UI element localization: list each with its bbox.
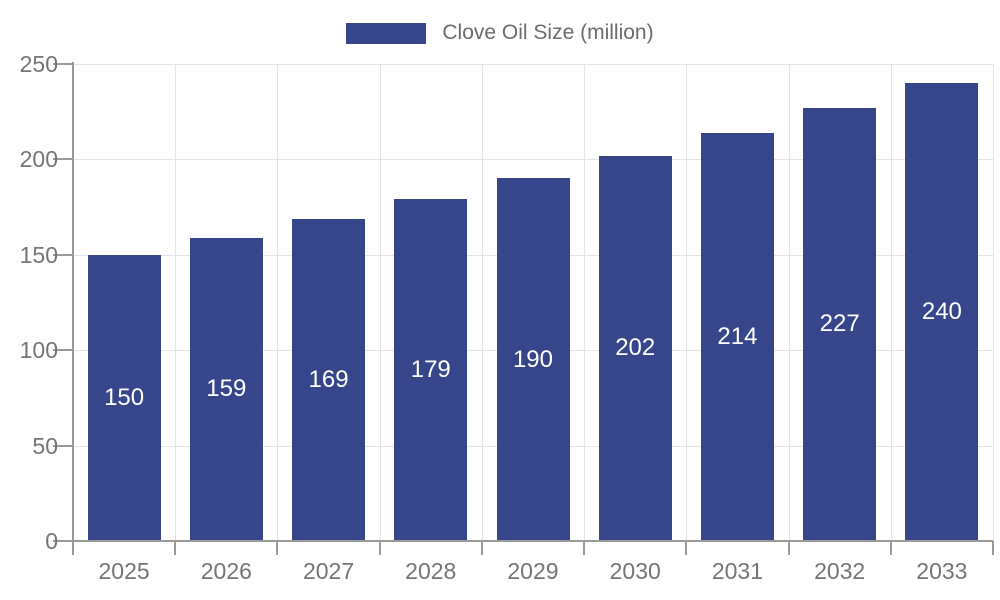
bar-value-label: 159 [206, 375, 247, 403]
y-tick-label: 150 [19, 241, 58, 268]
bar[interactable] [598, 155, 672, 541]
y-tick-label: 200 [19, 146, 58, 173]
v-gridline [584, 64, 586, 541]
legend-swatch [346, 22, 427, 44]
v-gridline [481, 64, 483, 541]
bar-value-label: 202 [615, 334, 656, 362]
x-axis-tick [787, 541, 790, 555]
bar[interactable] [394, 199, 468, 541]
v-gridline [686, 64, 688, 541]
bar-value-label: 214 [717, 322, 758, 350]
x-axis-tick [276, 541, 279, 555]
bar[interactable] [700, 132, 774, 541]
bar-value-label: 169 [308, 365, 349, 393]
x-axis-tick [480, 541, 483, 555]
x-tick-label: 2030 [609, 558, 661, 584]
bar-value-label: 190 [512, 345, 553, 373]
h-gridline [73, 64, 993, 65]
x-axis-tick [583, 541, 586, 555]
bar-value-label: 150 [104, 383, 145, 411]
y-axis-tick [53, 63, 73, 65]
x-axis-tick [174, 541, 177, 555]
y-axis-tick [53, 444, 73, 447]
legend-label: Clove Oil Size (million) [442, 21, 654, 44]
x-tick-label: 2032 [814, 558, 866, 584]
x-axis-line [63, 540, 993, 542]
bar-value-label: 240 [921, 298, 962, 326]
v-gridline [788, 64, 790, 541]
x-tick-label: 2027 [302, 558, 355, 584]
x-tick-label: 2025 [98, 558, 150, 584]
v-gridline [175, 64, 177, 541]
v-gridline [379, 64, 381, 541]
x-tick-label: 2033 [916, 558, 968, 584]
bar-value-label: 179 [410, 356, 451, 384]
x-axis-tick [992, 541, 994, 555]
x-axis-tick [378, 541, 381, 555]
y-axis-tick [53, 158, 73, 161]
x-tick-label: 2028 [405, 558, 457, 584]
v-gridline [993, 64, 994, 541]
legend-item[interactable]: Clove Oil Size (million) [0, 21, 1000, 45]
x-axis-tick [889, 541, 892, 555]
x-tick-label: 2026 [200, 558, 252, 584]
y-tick-label: 250 [19, 51, 58, 77]
h-gridline [73, 159, 993, 161]
y-axis-tick [53, 349, 73, 352]
bar[interactable] [803, 107, 877, 541]
x-tick-label: 2029 [507, 558, 559, 584]
y-tick-label: 50 [32, 432, 58, 459]
bar[interactable] [292, 218, 366, 541]
bar-value-label: 227 [819, 310, 860, 338]
x-tick-label: 2031 [711, 558, 764, 584]
bar[interactable] [496, 178, 570, 541]
y-axis-line [72, 62, 74, 541]
bar[interactable] [87, 254, 161, 541]
x-axis-tick [72, 541, 74, 555]
y-axis-tick [53, 253, 73, 256]
y-tick-label: 0 [45, 528, 58, 554]
v-gridline [890, 64, 892, 541]
y-tick-label: 100 [19, 337, 58, 364]
bar[interactable] [189, 237, 263, 541]
v-gridline [277, 64, 279, 541]
bar[interactable] [905, 83, 979, 541]
y-axis-tick [53, 540, 73, 542]
x-axis-tick [685, 541, 688, 555]
